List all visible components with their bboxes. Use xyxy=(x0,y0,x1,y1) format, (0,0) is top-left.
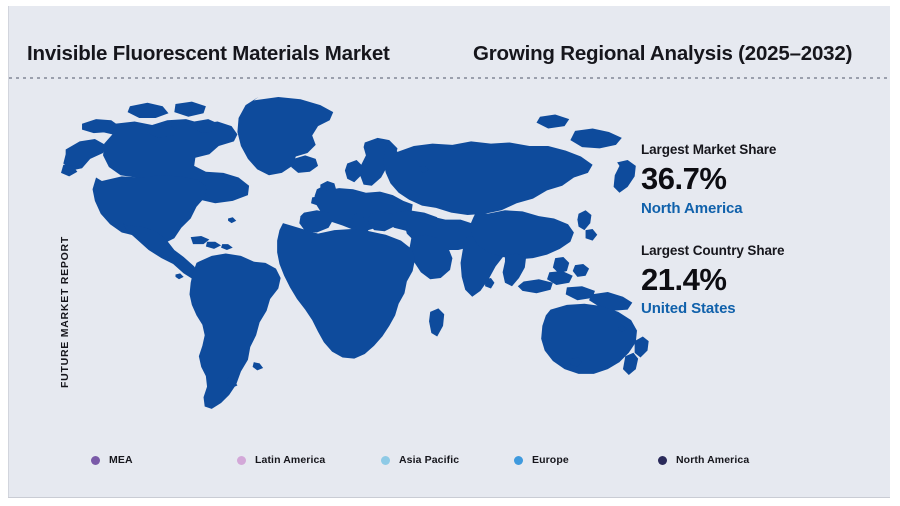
legend-item-label: MEA xyxy=(109,454,133,466)
header-divider xyxy=(9,77,890,79)
stat-region: United States xyxy=(641,300,736,318)
stat-label: Largest Market Share xyxy=(641,142,777,157)
world-map xyxy=(61,92,651,422)
stats-panel: Largest Market Share 36.7% North America… xyxy=(641,142,891,343)
legend-dot-icon xyxy=(237,455,246,465)
legend-dot-icon xyxy=(381,455,390,465)
legend-item-europe: Europe xyxy=(514,454,569,466)
stat-largest-country-share: Largest Country Share 21.4% United State… xyxy=(641,243,891,318)
legend-dot-icon xyxy=(91,455,100,465)
page-title-right: Growing Regional Analysis (2025–2032) xyxy=(473,42,853,65)
stat-value: 21.4% xyxy=(641,261,727,297)
page-title-left: Invisible Fluorescent Materials Market xyxy=(27,42,390,65)
stat-region: North America xyxy=(641,199,743,217)
legend-item-latin-america: Latin America xyxy=(237,454,325,466)
world-map-svg xyxy=(61,96,649,409)
map-landmasses xyxy=(61,96,649,409)
stat-largest-market-share: Largest Market Share 36.7% North America xyxy=(641,142,891,217)
stat-value: 36.7% xyxy=(641,161,727,196)
legend-item-label: Latin America xyxy=(255,454,326,466)
legend-item-label: Asia Pacific xyxy=(399,454,460,466)
legend-item-asia-pacific: Asia Pacific xyxy=(381,454,459,466)
legend-dot-icon xyxy=(658,455,667,465)
legend-item-label: North America xyxy=(676,454,750,466)
legend-item-mea: MEA xyxy=(91,454,133,466)
legend-item-label: Europe xyxy=(532,454,569,466)
header: Invisible Fluorescent Materials Market G… xyxy=(9,6,890,79)
content-panel: Invisible Fluorescent Materials Market G… xyxy=(8,6,890,497)
legend-dot-icon xyxy=(514,455,523,465)
stat-label: Largest Country Share xyxy=(641,242,785,258)
legend-item-north-america: North America xyxy=(658,454,749,466)
